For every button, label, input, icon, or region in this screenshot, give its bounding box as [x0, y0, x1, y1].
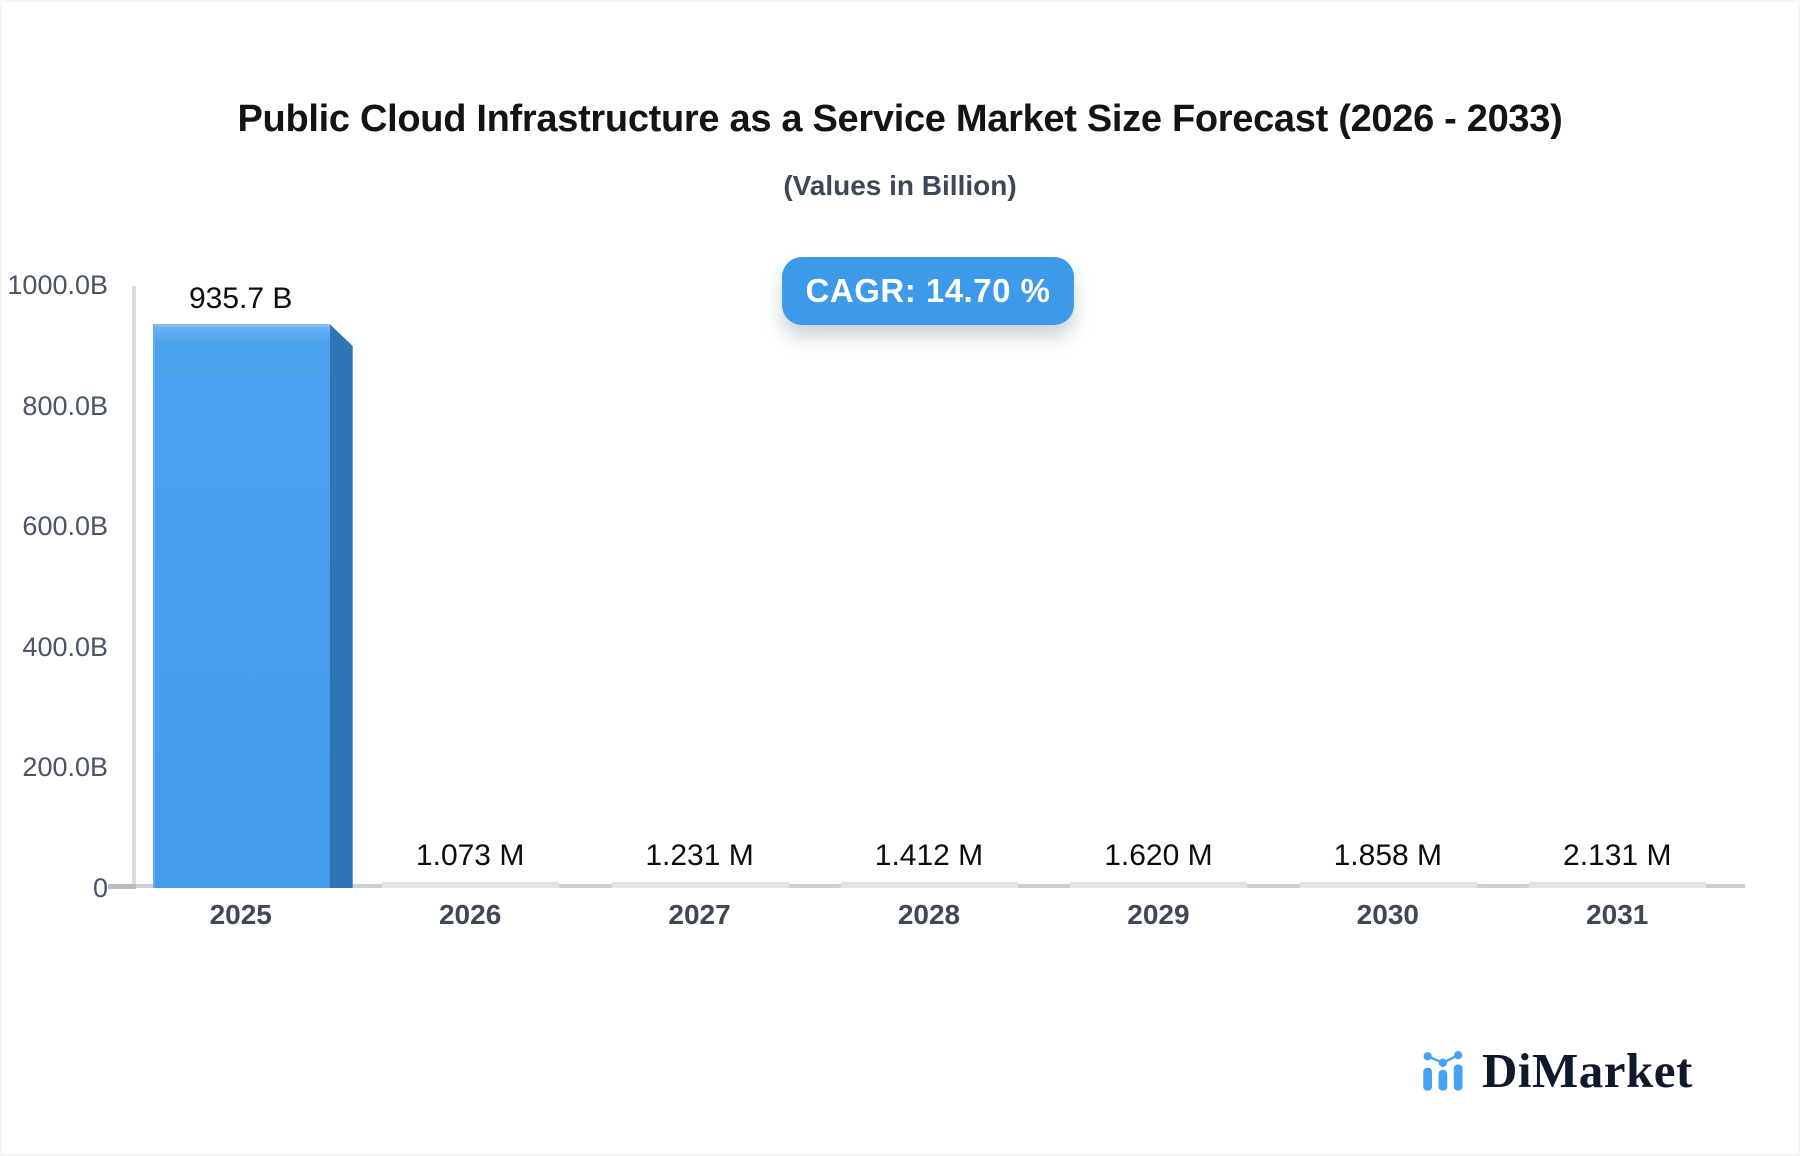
x-axis-label-2030: 2030: [1356, 899, 1419, 930]
x-axis-zero-tick: [108, 884, 136, 889]
value-label-2031: 2.131 M: [1563, 839, 1672, 872]
y-tick-label: 400.0B: [22, 631, 108, 662]
chart-column-2029: 1.620 M 2029: [1044, 287, 1273, 930]
bar-tiny-2029: [1070, 882, 1248, 888]
x-axis-label-2025: 2025: [209, 899, 272, 930]
value-label-2026: 1.073 M: [415, 839, 525, 872]
value-label-2028: 1.412 M: [874, 839, 984, 872]
y-tick-label: 0: [92, 873, 108, 903]
brand-name: DiMarket: [1482, 1043, 1693, 1098]
x-axis-label-2028: 2028: [897, 899, 961, 930]
x-axis-label-2026: 2026: [438, 899, 502, 930]
cagr-badge-label: CAGR: 14.70 %: [805, 272, 1051, 309]
x-axis-label-2031: 2031: [1586, 899, 1649, 930]
chart-column-2028: 1.412 M 2028: [814, 287, 1043, 930]
cagr-badge: CAGR: 14.70 %: [782, 257, 1074, 325]
value-label-2027: 1.231 M: [645, 839, 754, 872]
bar-tiny-2028: [840, 882, 1018, 888]
plot-area: 935.7 B 2025 1.073 M 2026 1.231 M 2027 1.412 M…: [126, 283, 1732, 930]
x-axis-label-2027: 2027: [668, 899, 731, 930]
bar-tiny-2030: [1299, 882, 1477, 888]
chart-column-2026: 1.073 M 2026: [355, 287, 584, 930]
y-tick-label: 800.0B: [22, 390, 108, 421]
chart-column-2027: 1.231 M 2027: [585, 287, 814, 930]
y-axis-line: [132, 286, 136, 888]
bar-3d-2025: [152, 324, 330, 888]
y-tick-label: 600.0B: [22, 511, 108, 542]
chart-subtitle: (Values in Billion): [783, 170, 1017, 201]
chart-title: Public Cloud Infrastructure as a Service…: [237, 98, 1563, 140]
dimarket-bar-chart-icon: [1423, 1050, 1463, 1091]
chart-column-2025: 935.7 B 2025: [126, 283, 355, 930]
bar-tiny-2027: [611, 882, 789, 888]
y-tick-label: 200.0B: [22, 752, 108, 783]
y-tick-label: 1000.0B: [7, 270, 108, 301]
bar-tiny-2031: [1529, 882, 1707, 888]
chart-column-2031: 2.131 M 2031: [1503, 287, 1732, 930]
brand-logo: DiMarket: [1420, 1042, 1693, 1099]
value-label-2025: 935.7 B: [188, 282, 293, 315]
chart-column-2030: 1.858 M 2030: [1273, 287, 1502, 930]
bar-tiny-2026: [382, 882, 560, 888]
value-label-2029: 1.620 M: [1104, 839, 1213, 872]
x-axis-label-2029: 2029: [1127, 899, 1190, 930]
value-label-2030: 1.858 M: [1333, 839, 1443, 872]
